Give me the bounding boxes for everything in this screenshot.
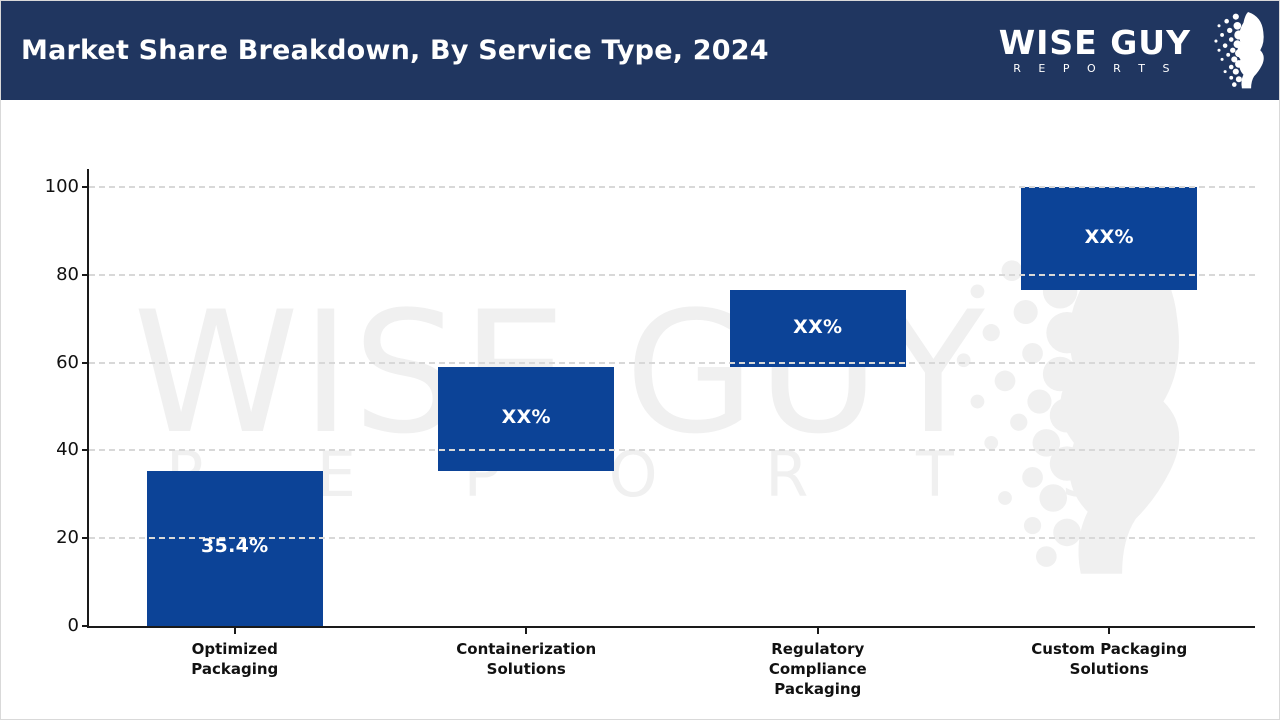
- gridline-80: [89, 273, 1255, 276]
- y-tick-label-0: 0: [67, 615, 79, 636]
- bar-value-label-3: XX%: [793, 315, 843, 338]
- bar-1: [146, 470, 323, 626]
- x-category-label-1: Optimized Packaging: [191, 640, 279, 678]
- brand-wordmark: WISE GUY: [998, 22, 1191, 62]
- gridline-100: [89, 186, 1255, 188]
- bar-value-label-4: XX%: [1084, 225, 1134, 248]
- y-tick-label-100: 100: [44, 176, 79, 197]
- x-tickmark-4: [1108, 628, 1111, 634]
- y-tickmark-80: [82, 273, 89, 276]
- bar-4: [1021, 187, 1198, 291]
- y-tick-label-80: 80: [56, 263, 79, 285]
- bar-3: [729, 290, 906, 367]
- chart-area: WISE GUY R E P O R T S 0 20 40 60 80 100 35.4%…: [1, 100, 1279, 719]
- gridline-40: [89, 449, 1255, 452]
- y-tickmark-0: [82, 625, 89, 627]
- header: Market Share Breakdown, By Service Type,…: [1, 1, 1279, 100]
- x-axis-line: [87, 626, 1255, 628]
- y-tick-label-60: 60: [56, 351, 79, 373]
- y-tickmark-20: [82, 537, 89, 540]
- x-tickmark-1: [233, 628, 236, 634]
- y-tickmark-60: [82, 361, 89, 364]
- x-tickmark-3: [816, 628, 819, 634]
- bar-2: [438, 366, 615, 471]
- y-tick-label-20: 20: [56, 527, 79, 549]
- y-tickmark-100: [82, 186, 89, 188]
- y-tickmark-40: [82, 449, 89, 452]
- y-axis-line: [87, 169, 89, 628]
- bar-value-label-1: 35.4%: [201, 535, 269, 558]
- x-tickmark-2: [525, 628, 528, 634]
- bar-value-label-2: XX%: [501, 405, 551, 428]
- x-category-label-2: Containerization Solutions: [456, 640, 597, 678]
- brand-face-icon: [1214, 11, 1264, 88]
- brand-logo: WISE GUY R E P O R T S: [999, 9, 1267, 93]
- brand-subtitle: R E P O R T S: [1013, 62, 1177, 76]
- gridline-20: [89, 537, 1255, 540]
- brand-logo-text: WISE GUY R E P O R T S: [998, 22, 1191, 76]
- y-tick-label-40: 40: [56, 439, 79, 461]
- gridline-60: [89, 361, 1255, 364]
- page-title: Market Share Breakdown, By Service Type,…: [21, 35, 769, 66]
- x-category-label-3: Regulatory Compliance Packaging: [768, 640, 867, 698]
- x-category-label-4: Custom Packaging Solutions: [1031, 640, 1188, 678]
